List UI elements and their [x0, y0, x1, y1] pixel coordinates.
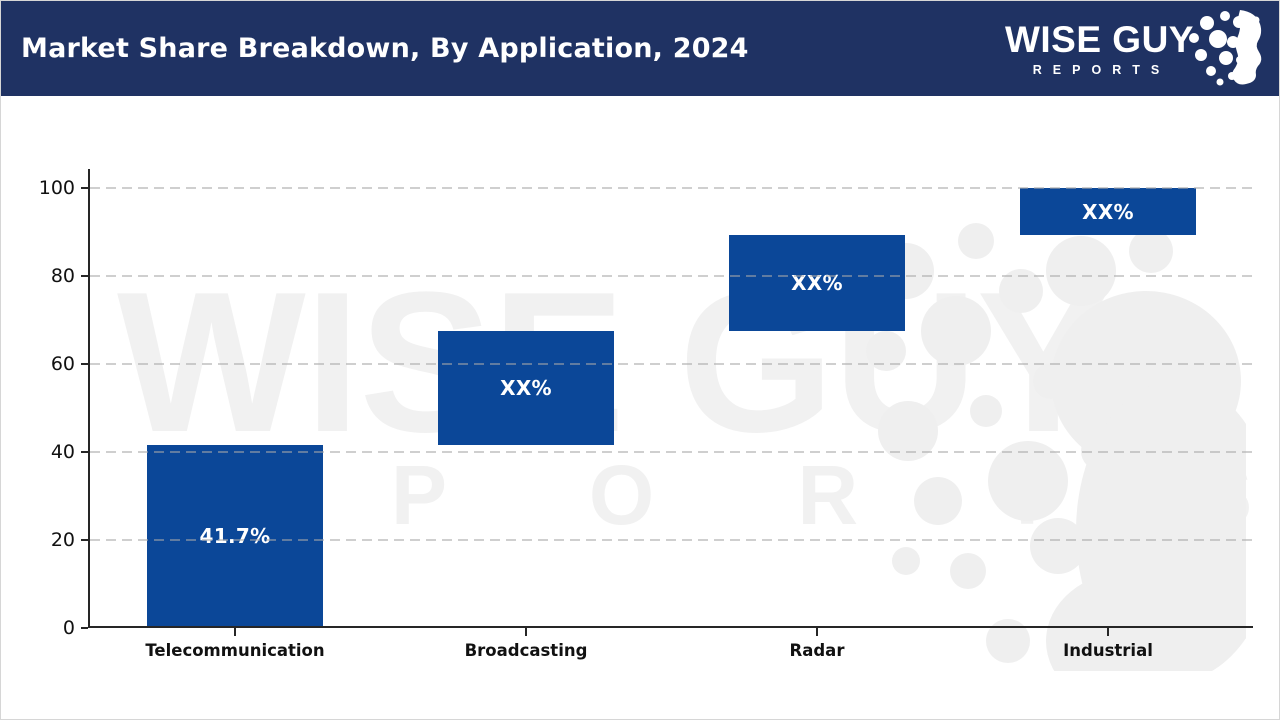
y-tick-label-20: 20 [50, 529, 75, 551]
bar-telecommunication: 41.7% [147, 444, 323, 628]
y-tick-40 [81, 451, 88, 453]
y-tick-60 [81, 363, 88, 365]
logo-subtitle: REPORTS [1032, 62, 1171, 77]
logo-head-icon [1189, 9, 1262, 85]
gridline-60 [90, 363, 1253, 365]
bar-value-label: XX% [1082, 199, 1134, 224]
gridline-100 [90, 187, 1253, 189]
category-label-industrial: Industrial [1063, 641, 1153, 660]
y-tick-20 [81, 539, 88, 541]
bar-value-label: XX% [500, 375, 552, 400]
gridline-20 [90, 539, 1253, 541]
watermark-head-icon [866, 223, 1246, 671]
y-tick-100 [81, 187, 88, 189]
bar-industrial: XX% [1020, 188, 1196, 236]
logo-wordmark: WISE GUY [1004, 18, 1194, 60]
y-tick-label-80: 80 [50, 265, 75, 287]
y-tick-label-60: 60 [50, 353, 75, 375]
chart-title: Market Share Breakdown, By Application, … [21, 33, 749, 64]
x-tick-industrial [1107, 628, 1109, 636]
category-label-broadcasting: Broadcasting [464, 641, 588, 660]
gridline-40 [90, 451, 1253, 453]
x-tick-telecommunication [234, 628, 236, 636]
y-tick-label-100: 100 [38, 177, 75, 199]
x-axis-line [88, 626, 1253, 628]
x-tick-broadcasting [525, 628, 527, 636]
bar-value-label: 41.7% [199, 524, 271, 549]
y-tick-0 [81, 627, 88, 629]
logo-text: WISE GUY REPORTS [1005, 21, 1194, 77]
gridline-80 [90, 275, 1253, 277]
wise-guy-reports-logo: WISE GUY REPORTS [1005, 8, 1272, 90]
category-label-telecommunication: Telecommunication [145, 641, 325, 660]
bar-broadcasting: XX% [438, 331, 614, 445]
header-bar: Market Share Breakdown, By Application, … [1, 1, 1279, 96]
bar-radar: XX% [729, 235, 905, 331]
y-tick-label-0: 0 [62, 617, 75, 639]
y-tick-label-40: 40 [50, 441, 75, 463]
category-label-radar: Radar [789, 641, 845, 660]
y-tick-80 [81, 275, 88, 277]
x-tick-radar [816, 628, 818, 636]
y-axis-line [88, 169, 90, 628]
